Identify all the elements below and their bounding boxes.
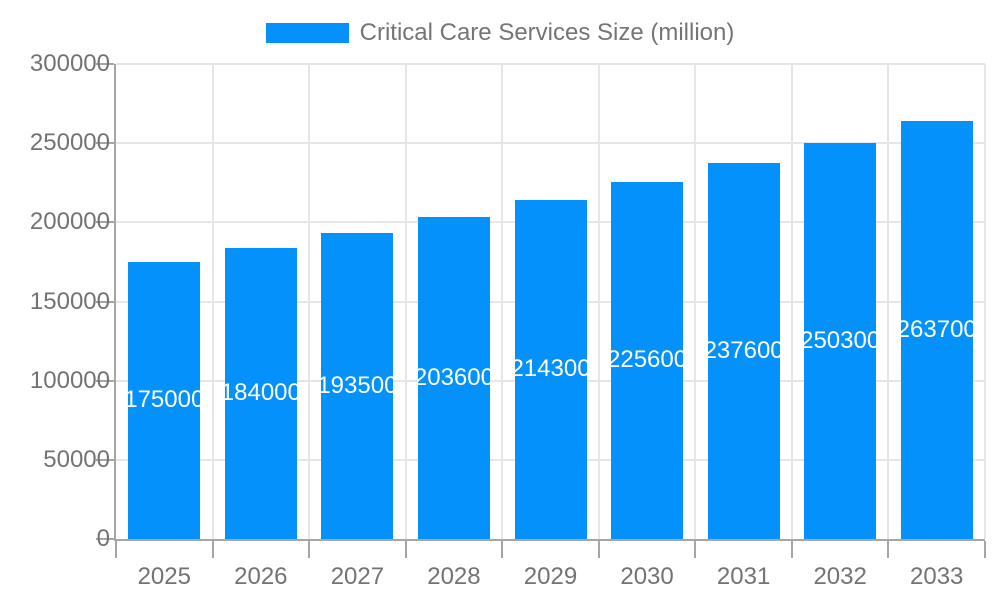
bar-2026: 184000 [224,247,297,539]
y-tick-mark [96,142,114,145]
y-tick-mark [96,538,114,540]
y-axis-line [114,64,116,539]
x-tick-label-2026: 2026 [234,563,288,590]
v-gridline [887,64,890,539]
v-gridline [694,64,697,539]
x-tick-mark [694,541,697,558]
v-gridline [501,64,504,539]
y-tick-mark [96,379,114,382]
x-tick-mark [790,541,793,558]
x-tick-label-2028: 2028 [427,563,481,590]
x-tick-mark [887,541,890,558]
y-tick-label: 0 [96,525,110,552]
x-tick-label-2033: 2033 [910,563,964,590]
bar-2028: 203600 [417,216,490,539]
x-tick-label-2025: 2025 [137,563,191,590]
bar-2025: 175000 [128,261,201,539]
x-tick-mark [308,541,311,558]
y-tick-label: 150000 [29,287,110,315]
h-gridline [116,63,985,65]
bar-value-label: 184000 [224,379,297,407]
bar-2033: 263700 [900,121,973,539]
y-tick-mark [96,63,114,65]
y-tick-mark [96,458,114,461]
v-gridline [404,64,407,539]
bar-value-label: 175000 [128,386,201,414]
plot-area: 0 50000 100000 150000 200000 250000 300000 1750… [30,50,986,590]
legend[interactable]: Critical Care Services Size (million) [0,18,1000,48]
bar-value-label: 263700 [900,316,973,344]
v-gridline [790,64,793,539]
y-tick-label: 250000 [29,129,110,157]
y-tick-label: 100000 [29,366,110,394]
v-gridline [597,64,600,539]
y-tick-mark [96,221,114,224]
y-tick-label: 50000 [43,445,110,473]
v-gridline [211,64,214,539]
bar-value-label: 225600 [611,346,684,374]
bar-value-label: 250300 [804,326,877,354]
v-gridline [308,64,311,539]
y-tick-label: 200000 [29,208,110,236]
x-tick-mark [501,541,504,558]
x-tick-mark [984,541,986,558]
legend-label: Critical Care Services Size (million) [359,19,735,46]
bar-2030: 225600 [611,181,684,539]
bar-value-label: 214300 [514,355,587,383]
y-tick-mark [96,300,114,303]
x-tick-mark [597,541,600,558]
x-tick-label-2027: 2027 [330,563,385,590]
x-tick-mark [211,541,214,558]
bar-2027: 193500 [321,232,394,539]
legend-swatch [265,23,349,43]
h-gridline [116,142,985,145]
x-tick-label-2029: 2029 [523,563,578,590]
x-axis-line [114,539,985,541]
x-tick-label-2032: 2032 [813,563,867,590]
x-tick-label-2031: 2031 [716,563,771,590]
bar-2032: 250300 [804,142,877,539]
x-tick-label-2030: 2030 [620,563,674,590]
x-tick-mark [115,541,117,558]
bar-2029: 214300 [514,199,587,539]
bar-2031: 237600 [707,162,780,539]
y-tick-label: 300000 [29,50,110,77]
bar-value-label: 237600 [707,336,780,364]
v-gridline [984,64,986,539]
x-tick-mark [404,541,407,558]
bar-value-label: 203600 [417,363,490,391]
bar-value-label: 193500 [321,371,394,399]
